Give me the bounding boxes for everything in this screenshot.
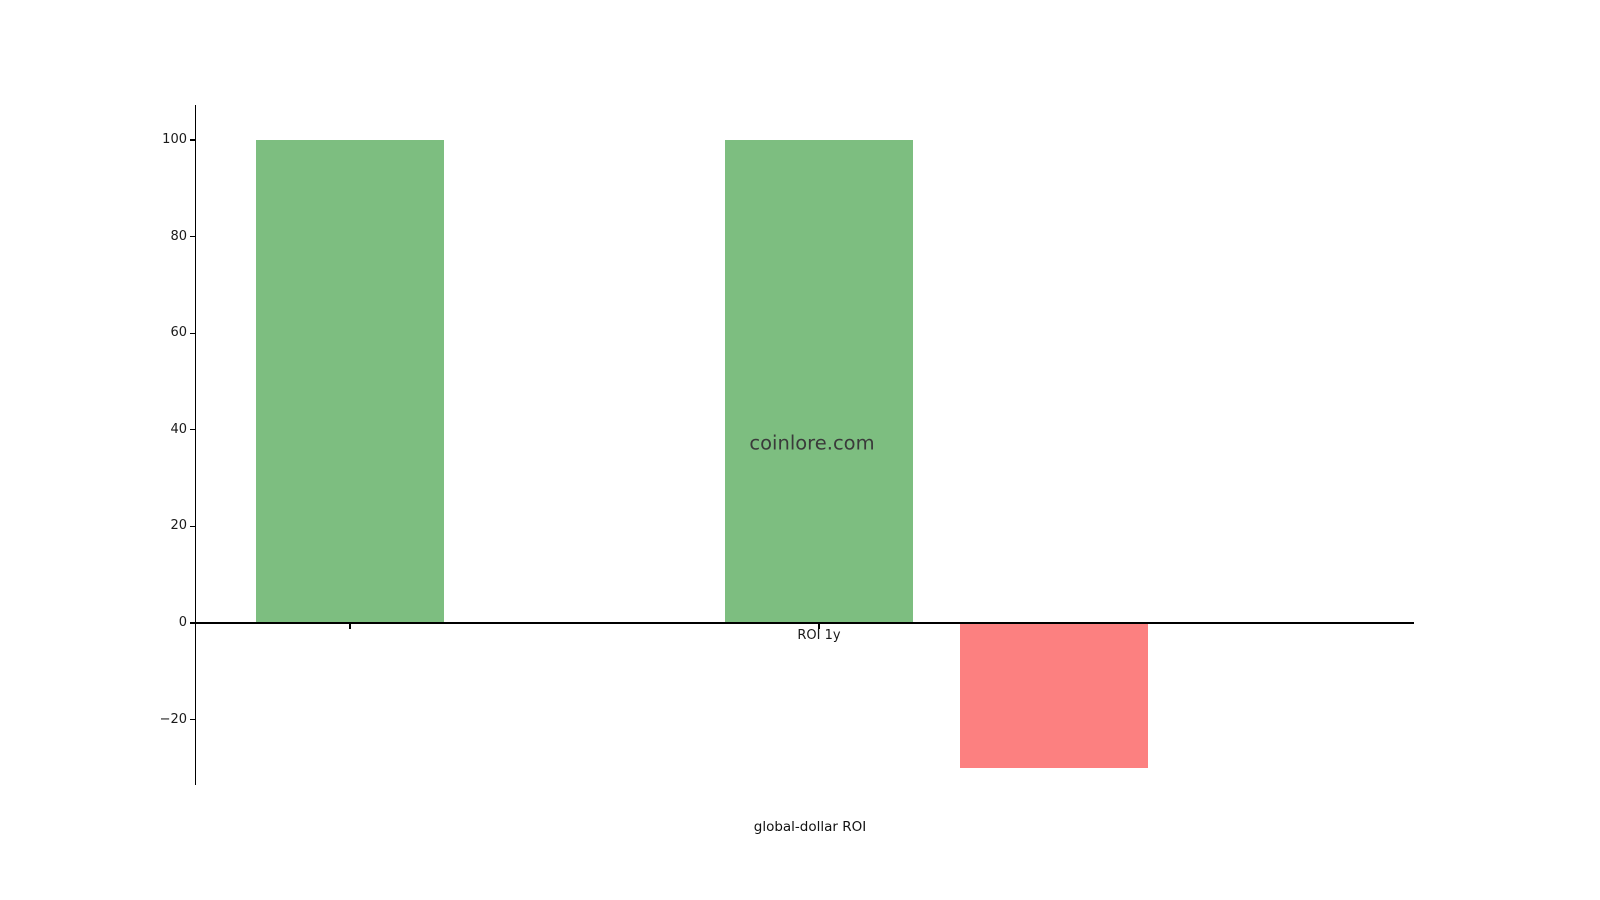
y-tick-label-40: 40 [170,421,187,437]
y-tick-label-100: 100 [162,132,187,147]
y-tick-20 [190,525,195,528]
y-tick-label-0: 0 [178,615,187,630]
x-axis-title: global-dollar ROI [753,819,867,835]
y-tick-label-20: 20 [170,518,187,534]
y-tick--20 [190,719,195,721]
roi-bar-3 [960,623,1148,768]
watermark-text: coinlore.com [749,431,875,455]
y-tick-60 [190,332,195,334]
y-tick-0 [190,622,195,624]
y-tick-40 [190,429,195,431]
x-axis-spine [196,622,1414,624]
y-axis-spine [195,105,197,785]
y-tick-label-80: 80 [170,228,187,244]
roi-bar-1 [256,140,444,623]
y-tick-label--20: −20 [159,711,187,727]
y-tick-label-60: 60 [170,325,187,341]
y-tick-100 [190,139,195,141]
x-tick-2 [818,623,820,629]
roi-bar-2-roi-1y [725,140,913,623]
x-tick-label-2: ROI 1y [797,628,841,643]
y-tick-80 [190,236,195,238]
x-tick-1 [349,623,351,629]
